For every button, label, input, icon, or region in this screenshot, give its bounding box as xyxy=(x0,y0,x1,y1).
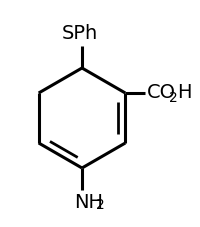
Text: CO: CO xyxy=(147,84,175,103)
Text: H: H xyxy=(176,84,191,103)
Text: NH: NH xyxy=(74,193,102,212)
Text: 2: 2 xyxy=(96,198,104,212)
Text: SPh: SPh xyxy=(62,24,98,43)
Text: 2: 2 xyxy=(168,91,177,105)
